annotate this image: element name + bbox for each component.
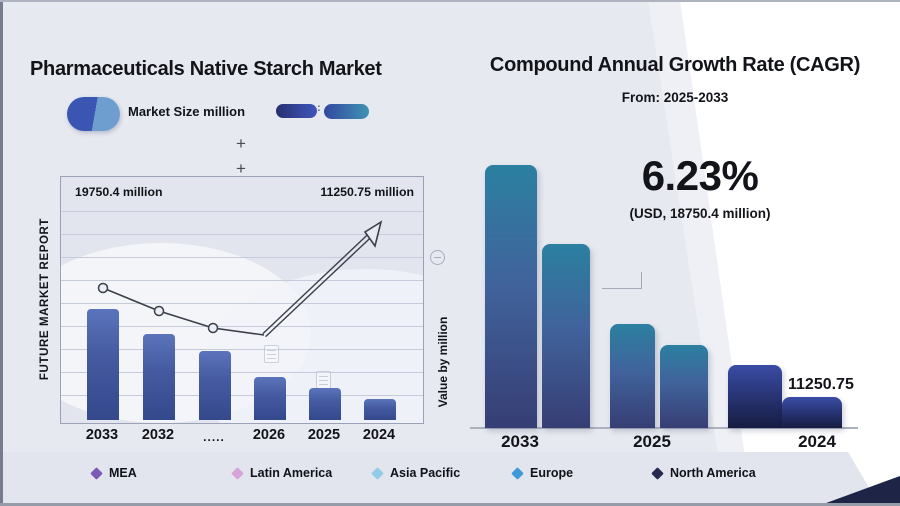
document-icon bbox=[264, 345, 279, 363]
y-axis-label: Value by million bbox=[436, 316, 450, 408]
legend-item: Latin America bbox=[231, 466, 333, 480]
x-axis-label: 2032 bbox=[141, 427, 175, 443]
value-annotation-end: 11250.75 million bbox=[320, 185, 414, 199]
bracket-decor bbox=[602, 288, 641, 289]
circle-minus-icon bbox=[430, 250, 445, 265]
diamond-icon bbox=[651, 466, 664, 480]
value-annotation-start: 19750.4 million bbox=[75, 185, 163, 199]
x-axis-label: 2024 bbox=[362, 427, 396, 443]
cagr-bar bbox=[782, 397, 842, 428]
trend-line-with-arrow bbox=[97, 220, 383, 338]
gridline bbox=[61, 326, 423, 327]
cagr-x-axis-label: 2033 bbox=[501, 432, 539, 451]
market-size-bar bbox=[143, 334, 175, 420]
market-size-bar bbox=[364, 399, 396, 420]
bracket-decor bbox=[641, 272, 642, 289]
cagr-bar bbox=[610, 324, 655, 428]
legend-label: MEA bbox=[109, 466, 137, 480]
cagr-subtitle: From: 2025-2033 bbox=[621, 90, 729, 105]
market-size-bar bbox=[199, 351, 231, 420]
cagr-x-axis-label: 2024 bbox=[798, 432, 836, 451]
legend-label: Latin America bbox=[250, 466, 333, 480]
legend-item: MEA bbox=[90, 466, 137, 480]
cagr-bar bbox=[728, 365, 782, 428]
x-axis-label: 2033 bbox=[85, 427, 119, 443]
cagr-bar bbox=[660, 345, 708, 428]
cagr-value: 6.23% bbox=[641, 152, 759, 199]
pill-separator: : bbox=[317, 102, 321, 114]
capsule-pill-icon bbox=[67, 97, 120, 131]
cagr-detail: (USD, 18750.4 million) bbox=[629, 206, 771, 221]
cagr-bar bbox=[485, 165, 537, 428]
plus-decor-icon: + bbox=[236, 159, 246, 178]
market-size-chart-panel: 19750.4 million 11250.75 million bbox=[60, 176, 424, 424]
page-title: Pharmaceuticals Native Starch Market bbox=[30, 58, 382, 80]
market-size-bar bbox=[309, 388, 341, 420]
value-label-2024: 11250.75 bbox=[788, 376, 854, 393]
gridline bbox=[61, 395, 423, 396]
gridline bbox=[61, 211, 423, 212]
gridline bbox=[61, 280, 423, 281]
arrow-head-icon bbox=[363, 220, 383, 248]
cagr-title: Compound Annual Growth Rate (CAGR) bbox=[489, 54, 861, 76]
x-axis-label: 2025 bbox=[307, 427, 341, 443]
legend-item: North America bbox=[651, 466, 756, 480]
diamond-icon bbox=[371, 466, 384, 480]
gridline bbox=[61, 257, 423, 258]
gridline bbox=[61, 234, 423, 235]
diamond-icon bbox=[511, 466, 524, 480]
x-axis-label: 2026 bbox=[252, 427, 286, 443]
gridline bbox=[61, 303, 423, 304]
vertical-watermark-text: FUTURE MARKET REPORT bbox=[39, 217, 51, 381]
diamond-icon bbox=[90, 466, 103, 480]
legend-label: North America bbox=[670, 466, 756, 480]
legend-item: Europe bbox=[511, 466, 574, 480]
market-size-label: Market Size million bbox=[128, 104, 246, 119]
cagr-bar bbox=[542, 244, 590, 428]
frame-top bbox=[0, 0, 900, 2]
gridline bbox=[61, 349, 423, 350]
pill-icon bbox=[324, 104, 369, 119]
legend-label: Europe bbox=[530, 466, 574, 480]
cagr-x-axis-label: 2025 bbox=[633, 432, 671, 451]
pill-icon bbox=[276, 104, 317, 118]
plus-decor-icon: + bbox=[236, 134, 246, 153]
legend-label: Asia Pacific bbox=[390, 466, 461, 480]
frame-left bbox=[0, 0, 3, 506]
diamond-icon bbox=[231, 466, 244, 480]
gridline bbox=[61, 372, 423, 373]
legend-item: Asia Pacific bbox=[371, 466, 461, 480]
market-size-bar bbox=[254, 377, 286, 420]
market-size-bar bbox=[87, 309, 119, 420]
corner-accent-triangle bbox=[818, 476, 900, 506]
x-axis-label: ..... bbox=[203, 430, 225, 444]
